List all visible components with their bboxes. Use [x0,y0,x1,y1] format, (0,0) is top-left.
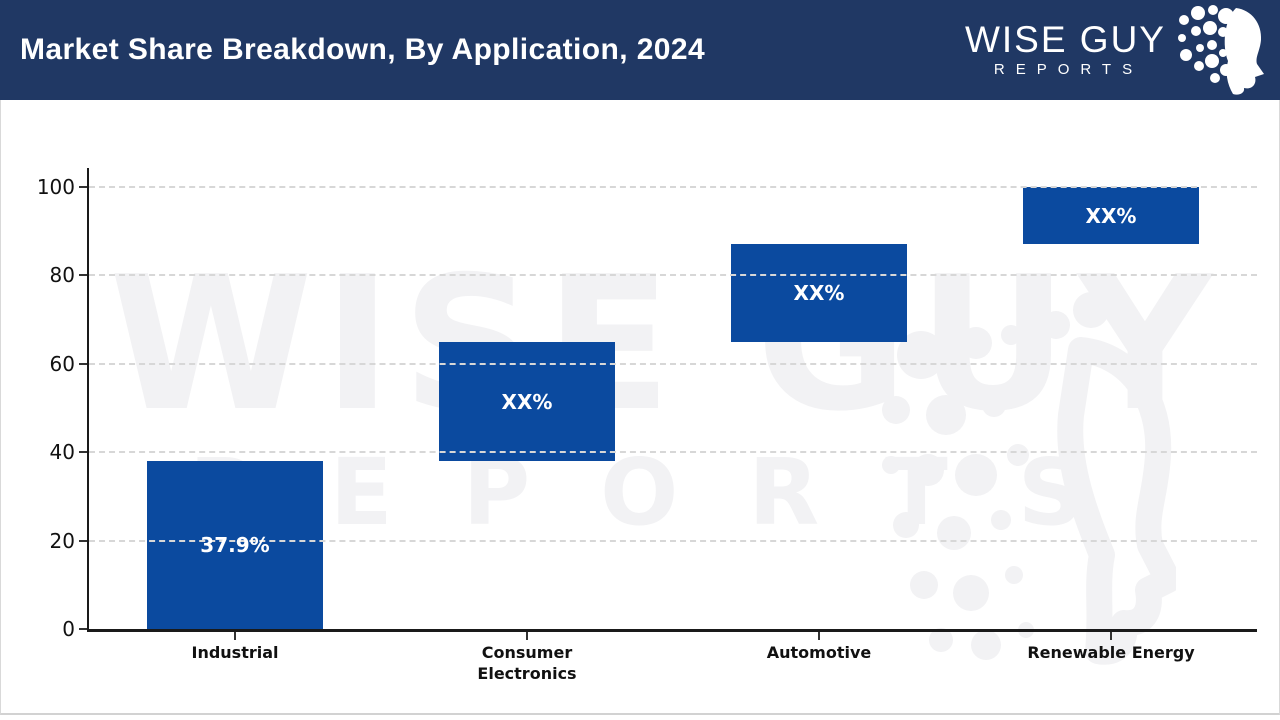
brand-name: WISE GUY [964,19,1166,60]
y-tick-label-0: 0 [62,617,75,641]
y-tick-label-40: 40 [49,440,75,465]
category-label: Consumer Electronics [477,643,577,683]
category-label: Automotive [766,643,872,662]
y-tick-label-20: 20 [49,528,75,553]
bar-renewable-energy [1023,187,1199,245]
y-tick-40 [79,451,88,454]
category-label: Renewable Energy [1027,643,1195,662]
x-tick-0 [234,632,236,640]
y-tick-20 [79,539,88,542]
gridline-100 [89,186,1257,188]
bar-automotive [731,244,907,342]
gridline-40 [89,451,1257,454]
logo-head-icon [1178,5,1264,95]
page-title: Market Share Breakdown, By Application, … [20,33,706,66]
y-tick-label-60: 60 [49,351,75,376]
x-tick-3 [1110,632,1112,640]
y-tick-0 [79,628,88,630]
header: Market Share Breakdown, By Application, … [0,0,1280,100]
y-tick-label-80: 80 [49,263,75,288]
gridline-80 [89,274,1257,277]
y-axis-line [87,168,89,631]
bar-value-label: 37.9% [200,533,270,558]
bar-consumer-electronics [439,341,615,462]
brand-logo-text: WISE GUY REPORTS [965,21,1166,79]
brand-logo: WISE GUY REPORTS [965,4,1280,96]
chart-area: WISE GUY REPORTS 0 20 40 60 80 100 37.9% Indust… [0,100,1280,715]
x-tick-2 [818,632,820,640]
bar-value-label: XX% [1085,203,1137,228]
gridline-20 [89,539,1257,542]
x-tick-1 [526,632,528,640]
brand-subtitle: REPORTS [993,61,1144,78]
y-tick-label-100: 100 [36,175,75,199]
category-label: Industrial [191,643,279,662]
y-tick-100 [79,186,88,188]
y-tick-60 [79,362,88,365]
y-tick-80 [79,274,88,277]
x-axis-line [87,629,1257,632]
watermark-text-primary: WISE GUY [109,236,1222,452]
bar-value-label: XX% [793,281,845,306]
watermark-head-icon [882,292,1176,665]
gridline-60 [89,362,1257,365]
bar-value-label: XX% [501,389,553,414]
bar-industrial [147,461,323,629]
